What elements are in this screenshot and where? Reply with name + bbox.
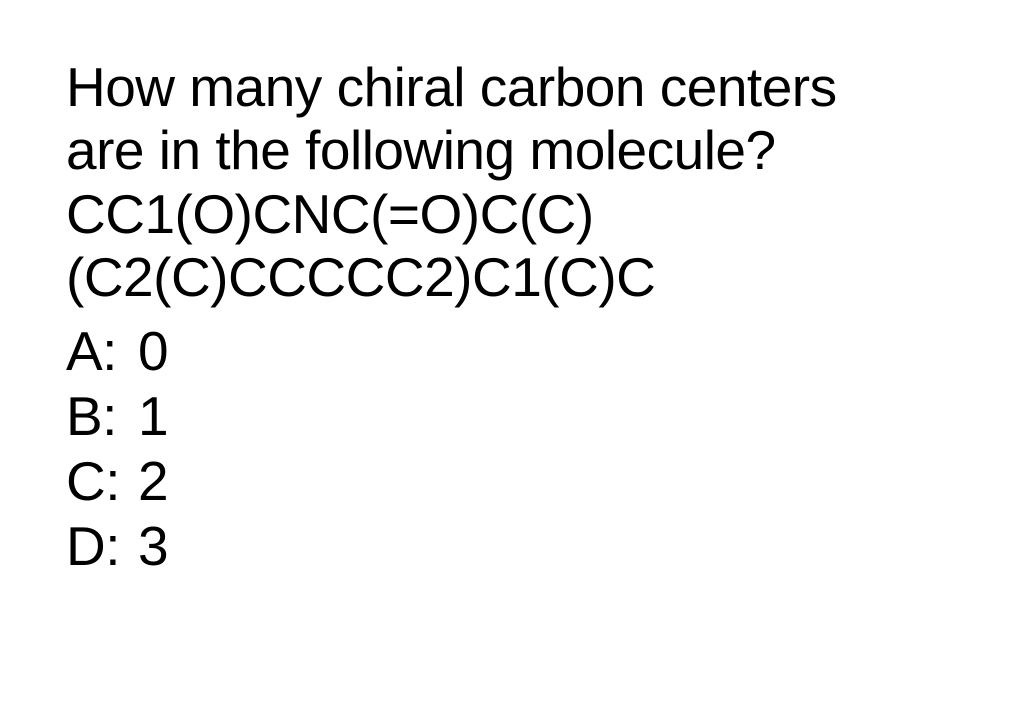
option-c: C: 2 <box>66 449 984 514</box>
question-line-3: CC1(O)CNC(=O)C(C) <box>66 183 984 246</box>
option-a-label: A: <box>66 319 138 384</box>
options-block: A: 0 B: 1 C: 2 D: 3 <box>66 319 984 579</box>
option-d: D: 3 <box>66 514 984 579</box>
option-a: A: 0 <box>66 319 984 384</box>
option-b-value: 1 <box>138 384 168 449</box>
question-page: How many chiral carbon centers are in th… <box>0 0 1024 619</box>
question-block: How many chiral carbon centers are in th… <box>66 56 984 309</box>
option-d-label: D: <box>66 514 138 579</box>
option-b: B: 1 <box>66 384 984 449</box>
option-d-value: 3 <box>138 514 168 579</box>
option-c-label: C: <box>66 449 138 514</box>
question-line-4: (C2(C)CCCCC2)C1(C)C <box>66 246 984 309</box>
question-line-2: are in the following molecule? <box>66 119 984 182</box>
option-a-value: 0 <box>138 319 168 384</box>
question-line-1: How many chiral carbon centers <box>66 56 984 119</box>
option-b-label: B: <box>66 384 138 449</box>
option-c-value: 2 <box>138 449 168 514</box>
